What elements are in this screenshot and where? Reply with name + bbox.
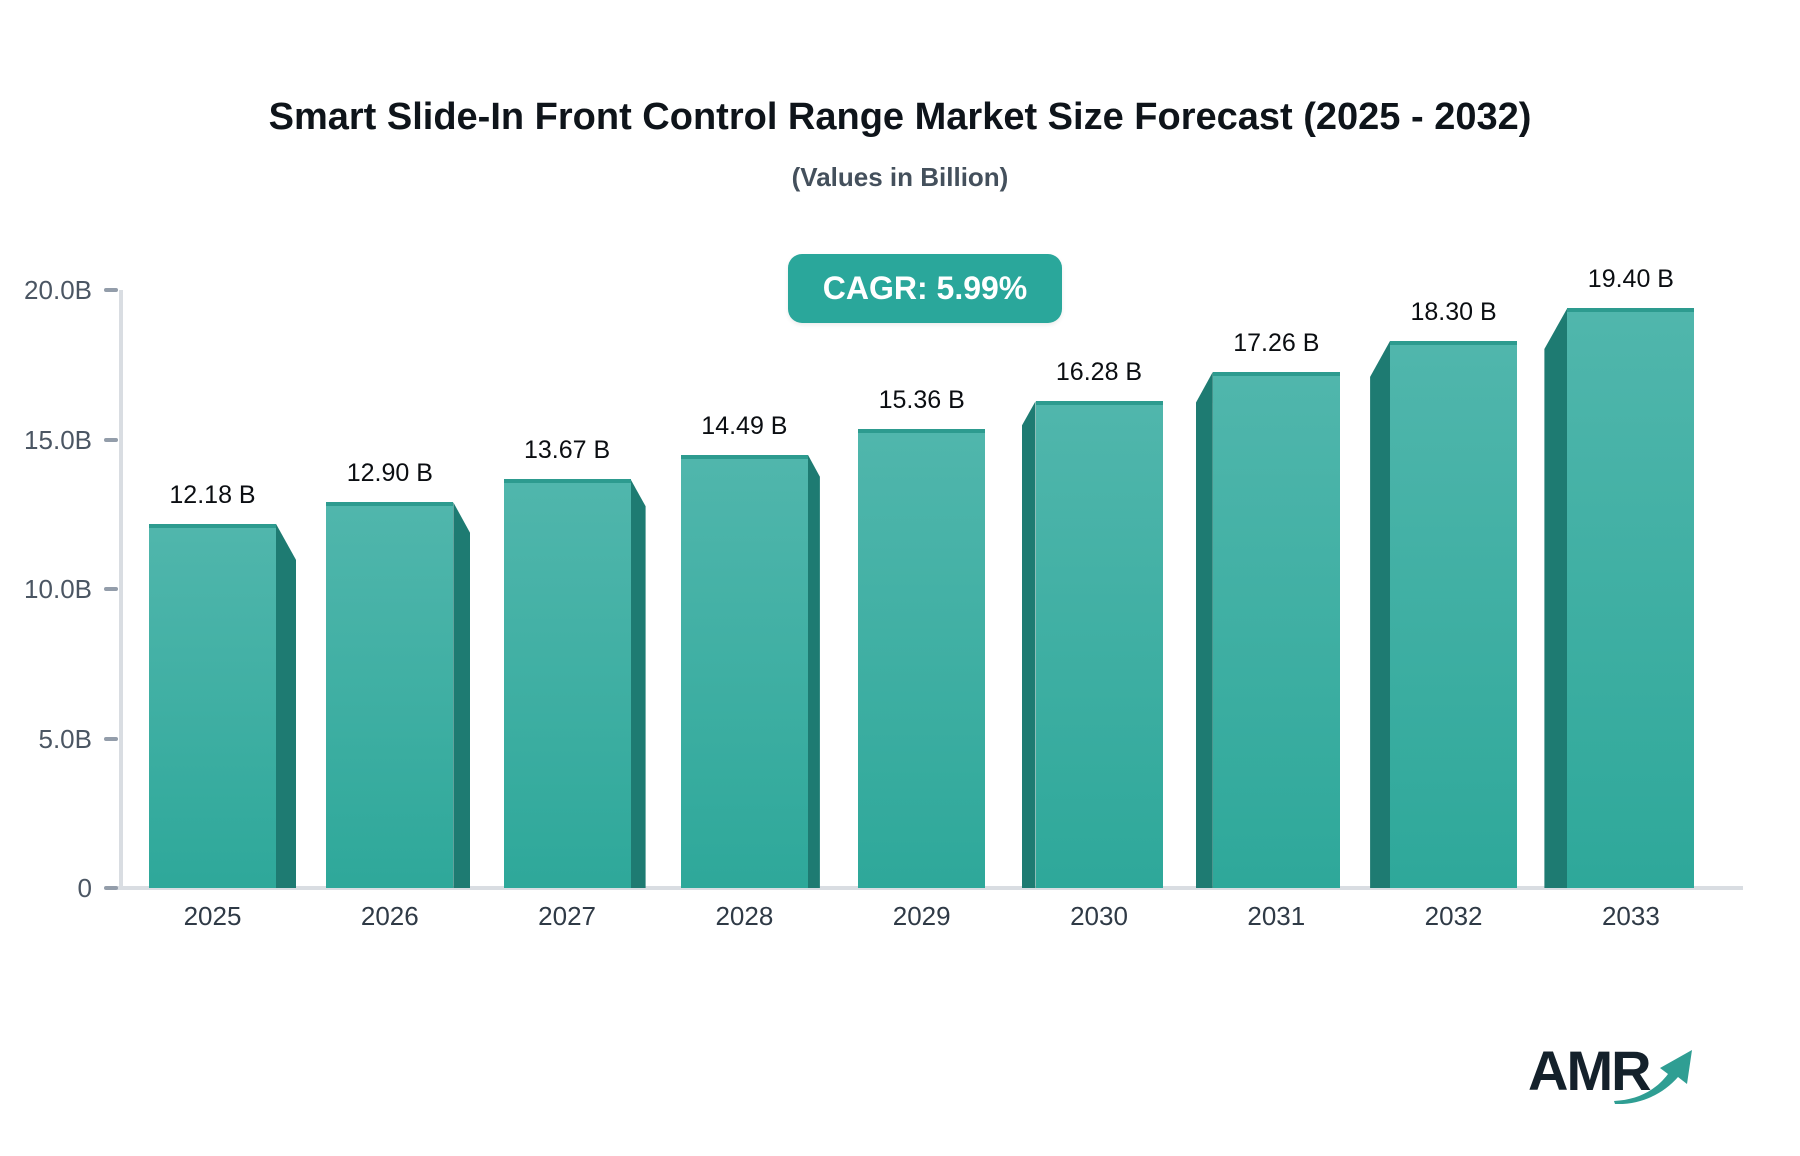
- y-tick-label: 0: [77, 873, 92, 903]
- bar-face: [858, 428, 986, 888]
- bar-face: [503, 479, 631, 888]
- y-tick-dash: [104, 736, 118, 741]
- bar-face: [149, 523, 276, 888]
- bar-face: [1567, 307, 1695, 888]
- x-tick-label: 2028: [715, 901, 774, 931]
- x-tick-label: 2033: [1601, 901, 1660, 931]
- x-tick-label: 2032: [1424, 901, 1483, 931]
- bar-value-label: 14.49 B: [701, 411, 788, 440]
- bar-side: [630, 479, 646, 888]
- y-tick-label: 15.0B: [24, 424, 92, 455]
- bar-side: [1195, 371, 1213, 888]
- y-tick-label: 10.0B: [24, 574, 92, 604]
- x-tick-label: 2026: [360, 901, 419, 931]
- bar-2031: [1195, 371, 1340, 888]
- bar-side: [276, 523, 296, 888]
- bar-2033: [1544, 307, 1695, 888]
- bar-2029: [858, 428, 986, 888]
- bar-2025: [149, 523, 296, 888]
- bar-face: [1035, 401, 1163, 888]
- bar-2032: [1370, 340, 1518, 888]
- cagr-badge: CAGR: 5.99%: [788, 254, 1062, 323]
- amr-logo-text: AMR: [1528, 1039, 1652, 1102]
- bar-face: [680, 454, 808, 888]
- bar-face: [1390, 340, 1518, 888]
- bar-value-label: 12.90 B: [346, 459, 433, 488]
- bar-value-label: 16.28 B: [1055, 358, 1143, 387]
- x-tick-label: 2027: [538, 901, 597, 931]
- bar-side: [1021, 401, 1036, 888]
- chart-subtitle: (Values in Billion): [791, 162, 1009, 192]
- x-tick-label: 2025: [183, 901, 242, 931]
- chart-title: Smart Slide-In Front Control Range Marke…: [268, 96, 1532, 138]
- bar-2026: [326, 502, 471, 888]
- bar-value-label: 15.36 B: [878, 385, 965, 414]
- bar-value-label: 13.67 B: [524, 436, 611, 465]
- bar-side: [453, 502, 471, 888]
- y-tick-dash: [104, 886, 118, 890]
- bar-value-label: 19.40 B: [1587, 264, 1674, 293]
- bar-value-label: 17.26 B: [1233, 328, 1320, 357]
- y-tick-dash: [104, 587, 118, 591]
- bar-side: [1370, 340, 1391, 888]
- bar-value-label: 18.30 B: [1410, 297, 1497, 326]
- x-tick-label: 2029: [892, 901, 951, 931]
- x-tick-label: 2031: [1247, 901, 1306, 931]
- bar-2027: [503, 479, 646, 888]
- bar-side: [807, 454, 820, 888]
- y-axis-line: [119, 290, 123, 888]
- bar-value-label: 12.18 B: [169, 480, 256, 509]
- bar-face: [1212, 371, 1340, 888]
- bar-2030: [1021, 401, 1163, 888]
- growth-arrow-icon: [1614, 1050, 1692, 1105]
- y-tick-label: 5.0B: [38, 723, 93, 754]
- x-tick-label: 2030: [1070, 901, 1128, 931]
- x-axis-baseline: [107, 886, 1743, 890]
- bar-face: [326, 502, 454, 888]
- y-tick-dash: [104, 288, 118, 292]
- cagr-badge-label: CAGR: 5.99%: [822, 270, 1028, 306]
- bar-side: [1544, 307, 1568, 888]
- amr-logo: AMR: [1528, 1038, 1708, 1108]
- bar-2028: [680, 454, 820, 888]
- y-tick-label: 20.0B: [24, 275, 92, 305]
- y-tick-dash: [104, 437, 118, 442]
